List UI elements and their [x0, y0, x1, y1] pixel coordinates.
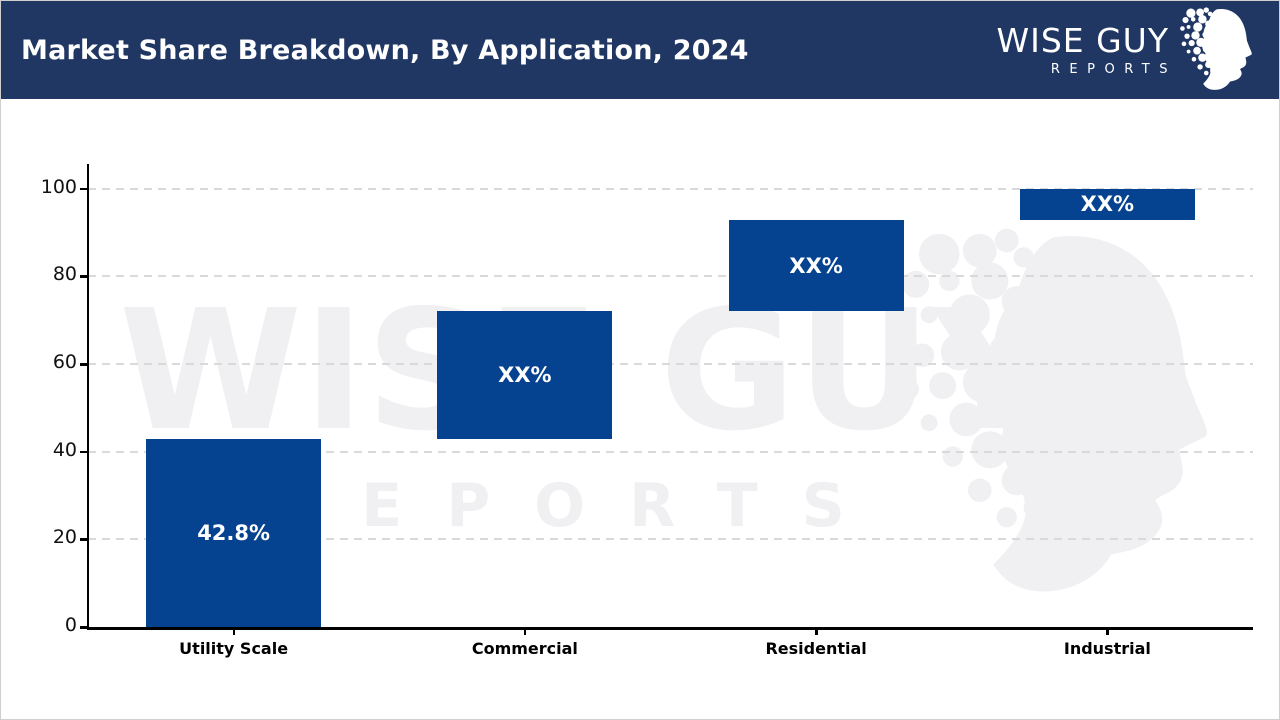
page-title: Market Share Breakdown, By Application, …: [21, 34, 749, 66]
header-bar: Market Share Breakdown, By Application, …: [1, 1, 1279, 99]
x-category-label: Industrial: [1063, 639, 1151, 658]
x-category-label: Commercial: [471, 639, 578, 658]
wiseguy-logo: WISE GUY REPORTS: [996, 7, 1261, 93]
y-axis-tick-label: 20: [52, 526, 77, 549]
x-axis-tick: [232, 628, 236, 635]
bar-value-label: 42.8%: [197, 521, 271, 546]
bar-value-label: XX%: [789, 253, 843, 278]
x-category-label: Utility Scale: [179, 639, 289, 658]
y-axis-tick: [80, 538, 87, 541]
bar-value-label: XX%: [1080, 192, 1135, 217]
logo-text: WISE GUY REPORTS: [996, 24, 1169, 76]
x-axis-tick: [523, 628, 527, 635]
y-axis-tick: [80, 275, 87, 278]
y-axis-tick: [80, 450, 87, 454]
logo-name: WISE GUY: [996, 21, 1169, 60]
logo-subtitle: REPORTS: [1050, 62, 1177, 77]
y-axis-tick-label: 80: [52, 263, 77, 286]
y-axis-tick: [80, 363, 87, 366]
y-axis-tick-label: 60: [52, 351, 77, 374]
gridline: [88, 187, 1253, 190]
logo-face-icon: [1180, 7, 1252, 90]
gridline: [88, 450, 1253, 453]
bar-commercial: XX%: [437, 310, 613, 440]
x-category-label: Residential: [765, 639, 867, 658]
y-axis-tick: [80, 626, 87, 629]
x-axis-line: [86, 627, 1253, 630]
y-axis-tick: [80, 187, 87, 191]
bar-industrial: XX%: [1019, 188, 1195, 221]
x-axis-tick: [815, 628, 818, 635]
gridline: [88, 275, 1253, 278]
gridline: [88, 363, 1253, 366]
y-axis-tick-label: 100: [40, 175, 77, 198]
bar-utility-scale: 42.8%: [146, 439, 322, 627]
y-axis-tick-label: 40: [52, 438, 77, 461]
bar-value-label: XX%: [498, 363, 552, 388]
y-axis-tick-label: 0: [64, 614, 77, 636]
y-axis-line: [86, 164, 89, 628]
x-axis-tick: [1106, 628, 1109, 635]
gridline: [88, 538, 1253, 541]
bar-residential: XX%: [728, 220, 904, 311]
